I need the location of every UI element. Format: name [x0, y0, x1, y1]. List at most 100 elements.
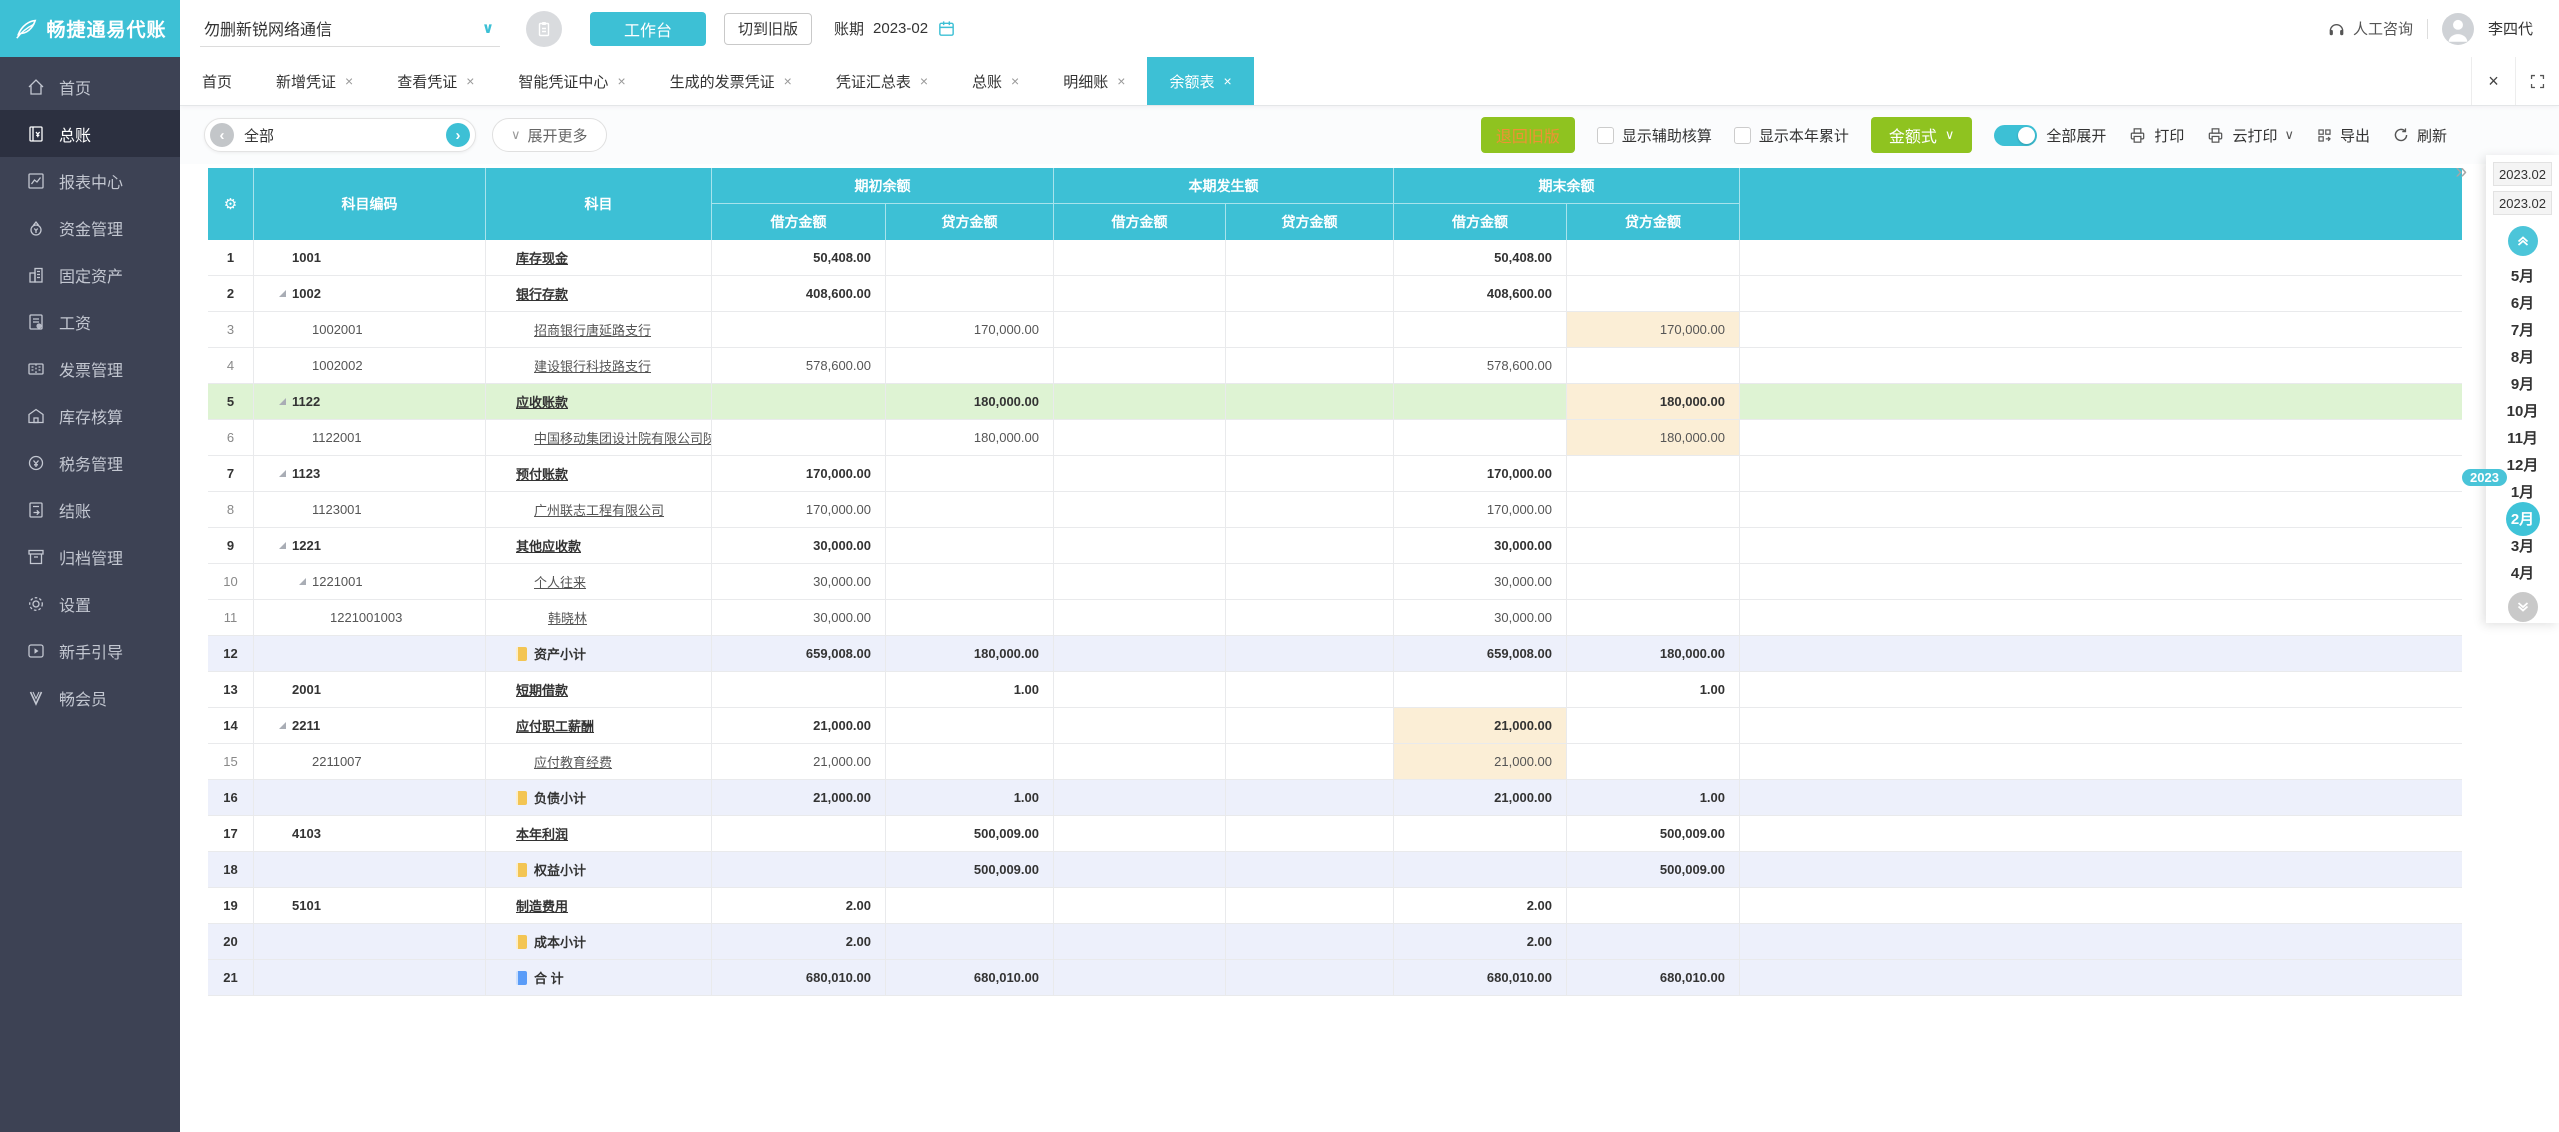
account-link[interactable]: 短期借款: [516, 683, 569, 698]
month-item[interactable]: 5月: [2486, 262, 2559, 289]
expand-triangle-icon[interactable]: [279, 721, 286, 729]
sidebar-item-member[interactable]: 畅会员: [0, 674, 180, 721]
sidebar-item-invoice[interactable]: 发票管理: [0, 345, 180, 392]
tab-new-voucher[interactable]: 新增凭证 ×: [254, 57, 375, 105]
month-item[interactable]: 8月: [2486, 343, 2559, 370]
tab-home[interactable]: 首页: [180, 57, 254, 105]
avatar[interactable]: [2441, 12, 2474, 45]
account-link[interactable]: 库存现金: [516, 251, 569, 266]
tab-close-icon[interactable]: ×: [919, 73, 929, 89]
month-item[interactable]: 11月: [2486, 424, 2559, 451]
chevron-left-icon[interactable]: ‹: [210, 123, 234, 147]
fullscreen-button[interactable]: [2515, 57, 2559, 105]
period-from-input[interactable]: 2023.02: [2493, 162, 2552, 186]
amount-style-button[interactable]: 金额式 ∨: [1870, 117, 1973, 153]
export-button[interactable]: 导出: [2316, 125, 2370, 146]
sidebar-item-archive[interactable]: 归档管理: [0, 533, 180, 580]
tab-close-icon[interactable]: ×: [1011, 73, 1020, 89]
tab-generated-invoice-voucher[interactable]: 生成的发票凭证 ×: [648, 57, 814, 105]
column-settings-gear-icon[interactable]: ⚙: [208, 168, 254, 240]
expand-triangle-icon[interactable]: [279, 541, 286, 549]
account-link[interactable]: 应收账款: [516, 395, 569, 410]
print-button[interactable]: 打印: [2128, 125, 2184, 146]
table-row: 15 2211007 应付教育经费 21,000.00 21,000.00: [208, 744, 2462, 780]
scroll-down-button[interactable]: [2507, 592, 2538, 622]
checkbox-icon[interactable]: [1733, 126, 1751, 144]
back-to-old-button[interactable]: 退回旧版: [1480, 117, 1575, 153]
tab-close-icon[interactable]: ×: [1223, 73, 1232, 89]
tab-view-voucher[interactable]: 查看凭证 ×: [375, 57, 496, 105]
company-select[interactable]: 勿删新锐网络通信 ∨: [200, 11, 500, 47]
subtotal-book-icon: [516, 790, 527, 805]
expand-triangle-icon[interactable]: [279, 289, 286, 297]
expand-triangle-icon[interactable]: [299, 577, 306, 585]
month-item[interactable]: 2月: [2486, 501, 2559, 536]
cloud-print-button[interactable]: 云打印 ∨: [2206, 125, 2294, 146]
month-item[interactable]: 10月: [2486, 397, 2559, 424]
workbench-button[interactable]: 工作台: [590, 11, 706, 46]
account-link[interactable]: 建设银行科技路支行: [534, 359, 652, 374]
expand-triangle-icon[interactable]: [279, 469, 286, 477]
company-profile-badge[interactable]: [526, 10, 562, 47]
expand-triangle-icon[interactable]: [279, 397, 286, 405]
sidebar-item-closing[interactable]: 结账: [0, 486, 180, 533]
calendar-icon[interactable]: [937, 19, 956, 38]
account-link[interactable]: 其他应收款: [516, 539, 582, 554]
sidebar-item-tax[interactable]: 税务管理: [0, 439, 180, 486]
account-link[interactable]: 应付教育经费: [534, 755, 613, 770]
account-link[interactable]: 中国移动集团设计院有限公司陕: [534, 431, 712, 446]
show-ytd-checkbox[interactable]: 显示本年累计: [1733, 125, 1849, 146]
account-link[interactable]: 预付账款: [516, 467, 569, 482]
tab-voucher-summary[interactable]: 凭证汇总表 ×: [814, 57, 950, 105]
tab-detail-ledger[interactable]: 明细账 ×: [1041, 57, 1147, 105]
month-item[interactable]: 12月: [2486, 451, 2559, 478]
subject-filter-input[interactable]: ‹ 全部 ›: [204, 118, 476, 152]
refresh-button[interactable]: 刷新: [2392, 125, 2447, 146]
checkbox-icon[interactable]: [1596, 126, 1614, 144]
month-item[interactable]: 6月: [2486, 289, 2559, 316]
tab-close-icon[interactable]: ×: [1117, 73, 1126, 89]
chevron-right-icon[interactable]: ›: [446, 123, 470, 147]
support-link[interactable]: 人工咨询: [2327, 18, 2413, 39]
scroll-up-button[interactable]: [2507, 226, 2538, 256]
account-link[interactable]: 个人往来: [534, 575, 587, 590]
amount-cell: [1054, 852, 1226, 887]
sidebar-item-general-ledger[interactable]: 总账: [0, 110, 180, 157]
username[interactable]: 李四代: [2487, 21, 2533, 38]
show-auxiliary-checkbox[interactable]: 显示辅助核算: [1596, 125, 1712, 146]
sidebar-item-inventory[interactable]: 库存核算: [0, 392, 180, 439]
sidebar-item-settings[interactable]: 设置: [0, 580, 180, 627]
tab-close-icon[interactable]: ×: [617, 73, 626, 89]
tab-general-ledger[interactable]: 总账 ×: [950, 57, 1041, 105]
sidebar-item-report-center[interactable]: 报表中心: [0, 157, 180, 204]
tab-close-icon[interactable]: ×: [783, 73, 792, 89]
account-link[interactable]: 本年利润: [516, 827, 569, 842]
sidebar-item-home[interactable]: 首页: [0, 63, 180, 110]
account-link[interactable]: 应付职工薪酬: [516, 719, 595, 734]
sidebar-item-fixed-assets[interactable]: 固定资产: [0, 251, 180, 298]
account-link[interactable]: 招商银行唐延路支行: [534, 323, 652, 338]
collapse-panel-icon[interactable]: »: [2455, 160, 2467, 183]
tab-smart-voucher-center[interactable]: 智能凭证中心 ×: [496, 57, 647, 105]
month-item[interactable]: 2023 1月: [2462, 469, 2559, 505]
sidebar-item-guide[interactable]: 新手引导: [0, 627, 180, 674]
tab-balance-sheet[interactable]: 余额表 ×: [1147, 57, 1254, 105]
sidebar-item-funds[interactable]: 资金管理: [0, 204, 180, 251]
month-item[interactable]: 3月: [2486, 532, 2559, 559]
tab-close-icon[interactable]: ×: [345, 73, 354, 89]
close-all-tabs-button[interactable]: ×: [2471, 57, 2515, 105]
account-link[interactable]: 韩晓林: [548, 611, 588, 626]
month-item[interactable]: 7月: [2486, 316, 2559, 343]
account-name-cell: 成本小计: [486, 924, 712, 959]
expand-more-button[interactable]: ∨ 展开更多: [492, 118, 607, 152]
period-to-input[interactable]: 2023.02: [2493, 191, 2552, 215]
expand-all-toggle[interactable]: [1994, 124, 2038, 146]
tab-close-icon[interactable]: ×: [466, 73, 475, 89]
account-link[interactable]: 广州联志工程有限公司: [534, 503, 665, 518]
month-item[interactable]: 9月: [2486, 370, 2559, 397]
switch-old-version-button[interactable]: 切到旧版: [724, 12, 813, 45]
account-link[interactable]: 制造费用: [516, 899, 569, 914]
month-item[interactable]: 4月: [2486, 559, 2559, 586]
account-link[interactable]: 银行存款: [516, 287, 569, 302]
sidebar-item-salary[interactable]: 工资: [0, 298, 180, 345]
